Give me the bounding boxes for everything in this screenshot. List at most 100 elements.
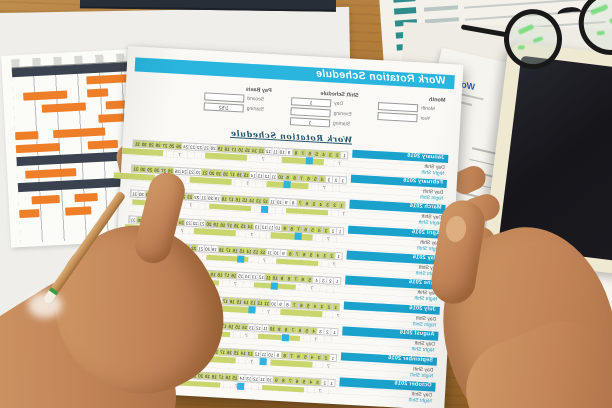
day-cell: 14: [244, 247, 253, 255]
day-cell: 20: [207, 169, 215, 176]
day-cell: 29: [145, 166, 153, 173]
shift-marker-square: [237, 255, 245, 263]
day-cell: 4: [318, 175, 326, 183]
day-cell: 28: [154, 141, 162, 148]
gantt-task-bar: [23, 90, 68, 101]
shift-marker-square: [261, 205, 269, 213]
day-cell: 14: [240, 323, 248, 331]
day-cell: 1: [330, 328, 338, 336]
day-cell: 9: [279, 249, 287, 257]
form-field-label: Starting: [246, 105, 265, 113]
day-cell: 6: [300, 251, 308, 258]
day-cell: 4: [308, 353, 316, 360]
eyeglasses: [460, 0, 612, 94]
day-cell: 13: [251, 248, 260, 255]
day-cell: 1: [338, 176, 347, 184]
day-cell: 11: [264, 274, 272, 281]
day-cell: 12: [251, 375, 259, 382]
day-cell: 31: [131, 165, 140, 172]
day-cell: 15: [240, 196, 249, 204]
report-row-tag: [393, 0, 416, 3]
gantt-task-bar: [41, 102, 86, 113]
hours-label: 7: [322, 185, 326, 191]
hours-label: 7: [244, 333, 248, 339]
day-cell: 6: [297, 301, 305, 309]
form-group: Shift Schedule Day 1 Evening Starting 1: [289, 86, 359, 132]
day-cell: 8: [283, 300, 291, 308]
day-cell: 3: [322, 226, 330, 234]
day-cell: 7: [293, 250, 301, 257]
day-cell: 2: [324, 303, 333, 310]
day-cell: 5: [308, 226, 316, 233]
day-cell: 12: [264, 147, 272, 154]
day-cell: 1: [333, 278, 341, 285]
day-cell: 1: [335, 227, 344, 234]
day-cell: 3: [315, 353, 323, 360]
gantt-task-bar: [65, 206, 92, 216]
day-cell: 6: [301, 225, 309, 233]
report-row-tag-secondary: [423, 5, 459, 12]
report-row-tag: [393, 7, 417, 15]
day-cell: 13: [247, 324, 255, 331]
day-cell: 7: [288, 326, 297, 334]
day-cell: 16: [226, 323, 235, 330]
day-cell: 3: [326, 150, 334, 158]
day-cell: 7: [297, 174, 305, 181]
highlight-segment: [275, 258, 318, 266]
hours-label: 7: [246, 180, 250, 186]
day-cell: 8: [287, 224, 295, 232]
day-cell: 13: [250, 273, 258, 281]
day-cell: 15: [239, 222, 247, 229]
day-cell: 10: [265, 376, 273, 383]
day-cell: 15: [233, 323, 241, 330]
day-cell: 14: [247, 197, 255, 204]
day-cell: 16: [229, 272, 237, 279]
highlight-segment: [270, 232, 313, 241]
day-cell: 8: [289, 199, 297, 206]
form-field-label: Second: [247, 95, 265, 103]
lens-glint: [517, 23, 535, 35]
day-cell: 2: [326, 277, 334, 285]
day-cell: 6: [295, 327, 304, 334]
day-cell: 9: [283, 173, 291, 181]
day-cell: 25: [173, 167, 181, 175]
day-cell: 16: [225, 348, 233, 355]
day-cell: 12: [255, 299, 264, 306]
form-field-row: Starting 1: [289, 117, 357, 129]
day-cell: 19: [211, 220, 220, 228]
day-cell: 8: [286, 250, 294, 257]
day-cell: 15: [236, 272, 244, 280]
day-cell: 10: [268, 325, 276, 332]
gantt-task-bar: [15, 131, 39, 141]
glasses-left-lens: [501, 6, 565, 73]
day-cell: 14: [249, 171, 257, 179]
day-cell: 18: [217, 246, 225, 253]
day-cell: 23: [184, 219, 192, 226]
day-cell: 15: [243, 146, 251, 153]
form-field-label: Evening: [333, 110, 352, 118]
day-cell: 1: [334, 252, 342, 260]
day-cell: 22: [195, 143, 203, 150]
day-cell: 19: [214, 169, 222, 177]
hours-label: 7: [342, 211, 346, 217]
day-cell: 3: [324, 176, 333, 183]
day-cell: 13: [254, 197, 262, 204]
day-cell: 1: [327, 379, 335, 387]
day-cell: 12: [254, 324, 262, 332]
day-cell: 7: [291, 275, 299, 283]
day-cell: 8: [284, 275, 293, 282]
day-cell: 1: [340, 151, 348, 158]
day-cell: 5: [301, 352, 309, 360]
day-cell: 2: [320, 379, 328, 386]
day-cell: 23: [185, 193, 193, 201]
shift-marker-square: [237, 382, 245, 390]
day-cell: 16: [231, 247, 239, 254]
form-field-box: 1: [290, 97, 332, 108]
day-cell: 6: [298, 276, 306, 283]
hours-label: 7: [180, 227, 184, 234]
day-cell: 9: [285, 148, 293, 155]
day-cell: 13: [246, 349, 254, 357]
shift-marker-square: [282, 333, 290, 342]
day-cell: 11: [271, 147, 279, 155]
